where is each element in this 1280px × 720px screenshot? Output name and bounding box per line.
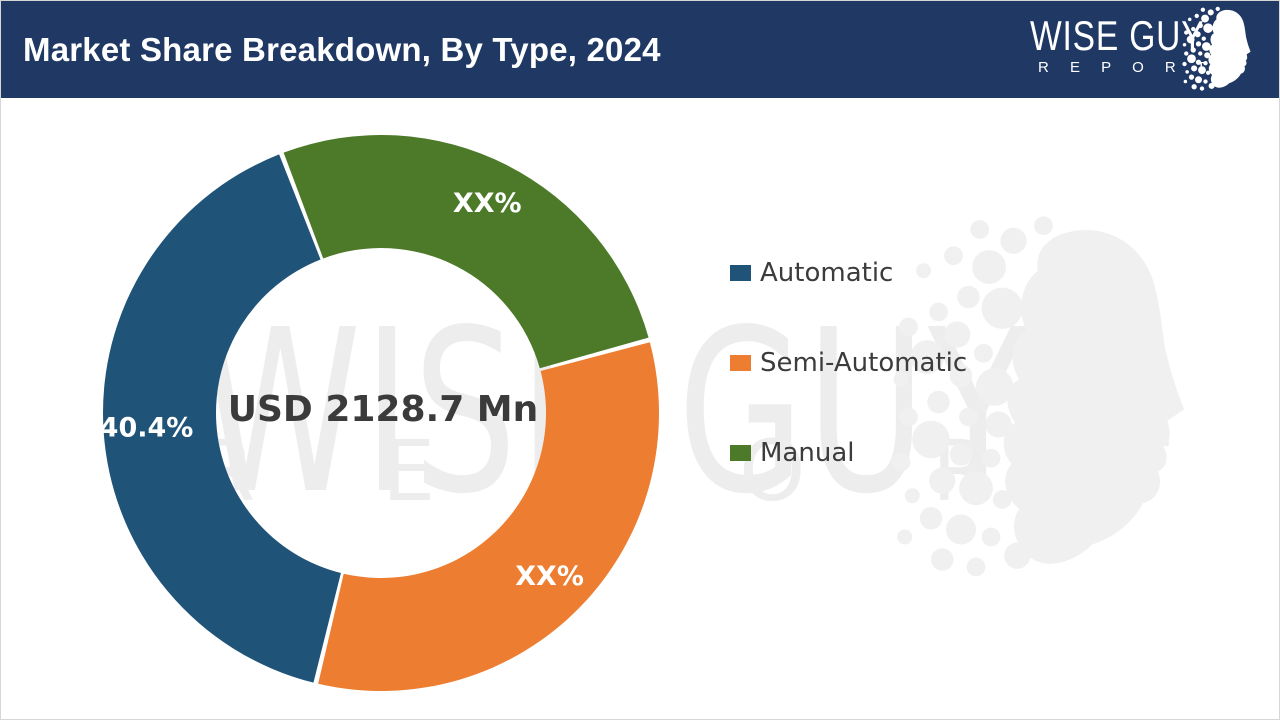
header-bar: Market Share Breakdown, By Type, 2024 WI… — [1, 1, 1279, 98]
legend-swatch — [730, 355, 751, 371]
slice-manual — [283, 135, 649, 369]
legend-item: Automatic — [730, 255, 967, 291]
slice-semi-automatic — [318, 342, 659, 691]
slice-data-label: 40.4% — [100, 413, 194, 444]
legend-swatch — [730, 445, 751, 461]
logo-face-icon — [1182, 6, 1251, 91]
legend-label: Manual — [760, 438, 855, 468]
page-title: Market Share Breakdown, By Type, 2024 — [23, 30, 661, 68]
wise-guy-logo: WISE GUY R E P O R T S — [1028, 1, 1263, 98]
legend-label: Automatic — [760, 258, 894, 288]
chart-legend: Automatic Semi-Automatic Manual — [730, 255, 967, 525]
legend-item: Manual — [730, 435, 967, 471]
legend-label: Semi-Automatic — [760, 348, 968, 378]
logo-wordmark: WISE GUY — [1030, 12, 1205, 59]
slice-automatic — [103, 154, 341, 683]
chart-center-value: USD 2128.7 Mn — [227, 389, 539, 430]
slice-data-label: XX% — [453, 188, 522, 219]
legend-item: Semi-Automatic — [730, 345, 967, 381]
slice-data-label: XX% — [515, 561, 584, 592]
legend-swatch — [730, 265, 751, 281]
